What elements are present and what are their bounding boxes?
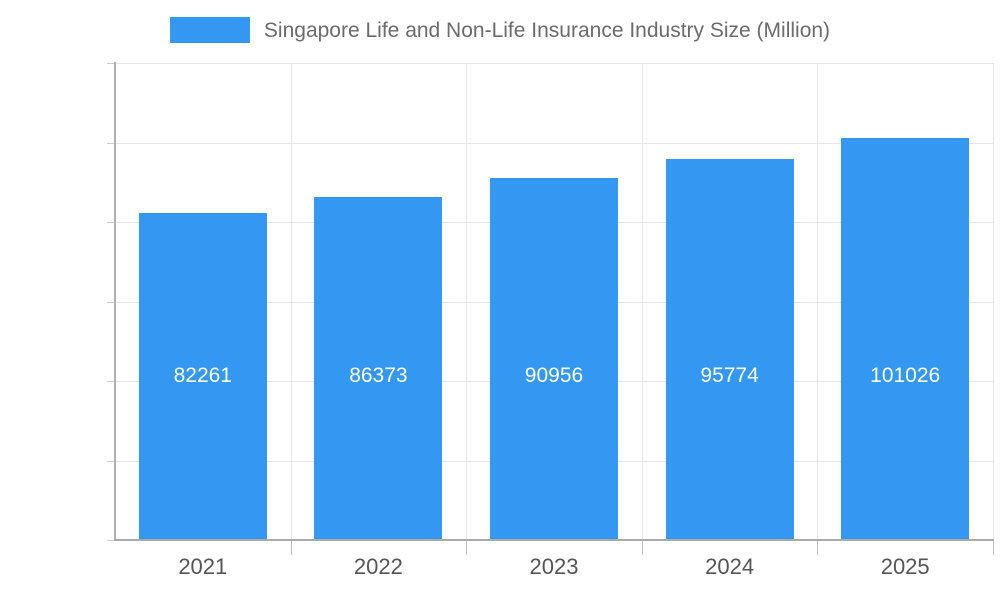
legend-color-swatch	[169, 17, 250, 43]
gridline-vertical	[642, 63, 643, 540]
x-tick-mark	[466, 541, 467, 555]
gridline-vertical	[993, 63, 994, 540]
bar[interactable]: 95774	[665, 159, 794, 540]
gridline-horizontal	[115, 63, 993, 64]
x-axis-tick-label: 2021	[178, 554, 228, 579]
y-tick-mark	[107, 63, 115, 64]
x-axis-tick-label: 2022	[353, 554, 403, 579]
bar-value-label: 95774	[700, 364, 759, 387]
x-tick-mark	[642, 541, 643, 555]
bar-value-label: 90956	[524, 364, 584, 387]
x-tick-mark	[291, 541, 292, 555]
x-axis-tick-label: 2024	[705, 554, 755, 579]
y-tick-mark	[107, 540, 115, 541]
gridline-horizontal	[115, 142, 993, 144]
x-axis-tick-label: 2025	[880, 554, 930, 579]
gridline-vertical	[466, 63, 467, 540]
bar-value-label: 82261	[173, 364, 232, 387]
bar-value-label: 101026	[870, 363, 941, 387]
bar[interactable]: 90956	[490, 178, 618, 540]
bar[interactable]: 86373	[314, 196, 443, 540]
bar-value-label: 86373	[349, 364, 408, 387]
gridline-vertical	[817, 63, 818, 540]
x-axis-tick-label: 2023	[529, 554, 579, 579]
y-tick-mark	[107, 222, 115, 223]
chart-legend: Singapore Life and Non-Life Insurance In…	[0, 10, 1000, 50]
y-tick-mark	[107, 381, 115, 382]
legend-label: Singapore Life and Non-Life Insurance In…	[263, 18, 831, 42]
x-tick-mark	[993, 541, 994, 555]
y-axis-line	[114, 62, 116, 541]
x-tick-mark	[817, 541, 818, 555]
plot-area: 82261 86373 90956 95774 101026	[107, 63, 994, 541]
y-tick-mark	[107, 142, 115, 144]
y-tick-mark	[107, 460, 115, 462]
x-axis-line	[114, 539, 994, 541]
y-tick-mark	[107, 301, 115, 303]
bar[interactable]: 101026	[841, 138, 970, 540]
bar[interactable]: 82261	[138, 213, 267, 540]
gridline-vertical	[291, 63, 292, 540]
